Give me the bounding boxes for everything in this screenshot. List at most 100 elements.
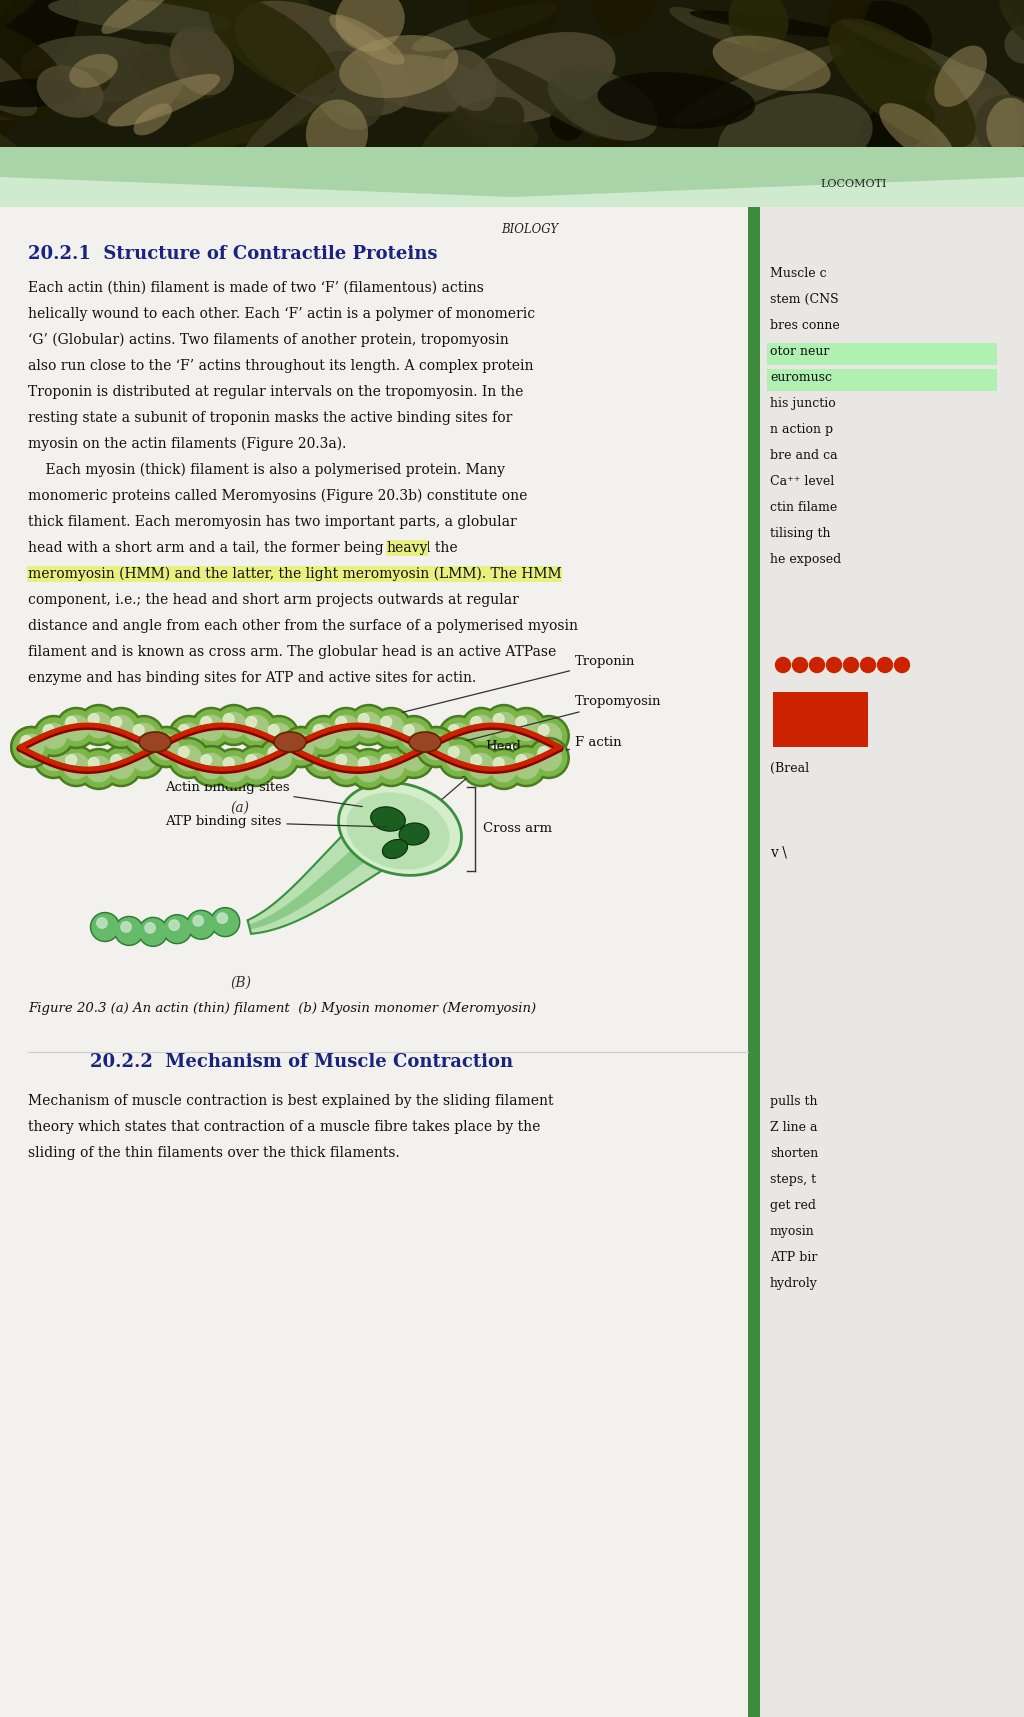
Circle shape xyxy=(154,735,179,759)
Ellipse shape xyxy=(0,0,46,70)
Text: resting state a subunit of troponin masks the active binding sites for: resting state a subunit of troponin mask… xyxy=(28,410,512,426)
Ellipse shape xyxy=(593,0,657,36)
Ellipse shape xyxy=(548,67,657,141)
Ellipse shape xyxy=(852,0,932,64)
Text: (a): (a) xyxy=(230,802,249,816)
Ellipse shape xyxy=(388,72,529,117)
Circle shape xyxy=(221,757,247,781)
Circle shape xyxy=(284,730,319,766)
Circle shape xyxy=(111,755,122,766)
Circle shape xyxy=(291,735,302,747)
Circle shape xyxy=(186,910,216,939)
Circle shape xyxy=(381,716,391,728)
Circle shape xyxy=(471,716,481,728)
Circle shape xyxy=(133,725,144,735)
Circle shape xyxy=(356,757,381,781)
Circle shape xyxy=(10,726,52,767)
Circle shape xyxy=(145,726,186,767)
Ellipse shape xyxy=(48,0,231,33)
Circle shape xyxy=(381,755,391,766)
Ellipse shape xyxy=(1002,0,1024,46)
Circle shape xyxy=(239,709,274,745)
Ellipse shape xyxy=(134,46,226,100)
Circle shape xyxy=(530,740,566,776)
Circle shape xyxy=(63,754,89,778)
Ellipse shape xyxy=(597,72,756,129)
Circle shape xyxy=(246,716,257,728)
Circle shape xyxy=(244,754,269,778)
Circle shape xyxy=(266,745,292,771)
Circle shape xyxy=(33,738,75,778)
Circle shape xyxy=(194,749,229,785)
Polygon shape xyxy=(0,208,748,1717)
Circle shape xyxy=(116,919,142,944)
Text: ATP bir: ATP bir xyxy=(770,1252,817,1264)
Ellipse shape xyxy=(713,36,830,91)
Circle shape xyxy=(43,747,54,757)
Circle shape xyxy=(485,707,522,743)
Ellipse shape xyxy=(70,53,118,88)
Circle shape xyxy=(111,716,122,728)
Circle shape xyxy=(109,754,134,778)
Text: distance and angle from each other from the surface of a polymerised myosin: distance and angle from each other from … xyxy=(28,620,578,634)
Ellipse shape xyxy=(669,7,758,46)
Circle shape xyxy=(895,658,909,673)
Ellipse shape xyxy=(86,43,185,125)
Text: enzyme and has binding sites for ATP and active sites for actin.: enzyme and has binding sites for ATP and… xyxy=(28,671,476,685)
Circle shape xyxy=(508,709,544,745)
Circle shape xyxy=(55,745,96,786)
Ellipse shape xyxy=(0,118,38,173)
Circle shape xyxy=(440,718,477,754)
Circle shape xyxy=(81,750,117,786)
Polygon shape xyxy=(249,834,381,929)
Text: myosin: myosin xyxy=(770,1224,815,1238)
Circle shape xyxy=(223,714,234,725)
Circle shape xyxy=(246,755,257,766)
Circle shape xyxy=(426,735,436,747)
Circle shape xyxy=(244,716,269,740)
Circle shape xyxy=(461,707,502,749)
Text: sliding of the thin filaments over the thick filaments.: sliding of the thin filaments over the t… xyxy=(28,1145,399,1161)
Text: heavy: heavy xyxy=(386,541,428,555)
Ellipse shape xyxy=(108,74,220,127)
Text: bres conne: bres conne xyxy=(770,319,840,331)
Text: (Breal: (Breal xyxy=(770,762,809,774)
Circle shape xyxy=(371,745,412,786)
Text: he exposed: he exposed xyxy=(770,553,842,567)
Ellipse shape xyxy=(209,0,338,98)
Circle shape xyxy=(261,740,297,776)
Circle shape xyxy=(201,755,212,766)
Circle shape xyxy=(395,740,432,776)
Text: Ca⁺⁺ level: Ca⁺⁺ level xyxy=(770,476,835,488)
Circle shape xyxy=(78,749,119,790)
Circle shape xyxy=(236,745,276,786)
Circle shape xyxy=(216,707,252,743)
Circle shape xyxy=(539,725,549,735)
Ellipse shape xyxy=(689,10,847,38)
Circle shape xyxy=(66,716,77,728)
Circle shape xyxy=(351,750,387,786)
Circle shape xyxy=(97,919,108,929)
Circle shape xyxy=(176,745,202,771)
Text: head with a short arm and a tail, the former being called the: head with a short arm and a tail, the fo… xyxy=(28,541,462,555)
Ellipse shape xyxy=(986,98,1024,155)
Circle shape xyxy=(194,709,229,745)
Ellipse shape xyxy=(173,100,350,158)
Text: meromyosin (HMM) and the latter, the light meromyosin (LMM). The HMM: meromyosin (HMM) and the latter, the lig… xyxy=(28,567,561,580)
Text: filament and is known as cross arm. The globular head is an active ATPase: filament and is known as cross arm. The … xyxy=(28,646,556,659)
Ellipse shape xyxy=(484,58,618,141)
Ellipse shape xyxy=(399,822,429,845)
Text: thick filament. Each meromyosin has two important parts, a globular: thick filament. Each meromyosin has two … xyxy=(28,515,517,529)
Circle shape xyxy=(336,716,347,728)
Text: LOCOMOTI: LOCOMOTI xyxy=(820,179,887,189)
Circle shape xyxy=(418,730,455,766)
Circle shape xyxy=(289,735,313,759)
Ellipse shape xyxy=(119,0,309,41)
Circle shape xyxy=(199,716,224,740)
Circle shape xyxy=(537,745,561,771)
Circle shape xyxy=(103,709,139,745)
Circle shape xyxy=(123,738,164,778)
Circle shape xyxy=(516,755,526,766)
Circle shape xyxy=(145,922,156,932)
Circle shape xyxy=(438,716,479,757)
